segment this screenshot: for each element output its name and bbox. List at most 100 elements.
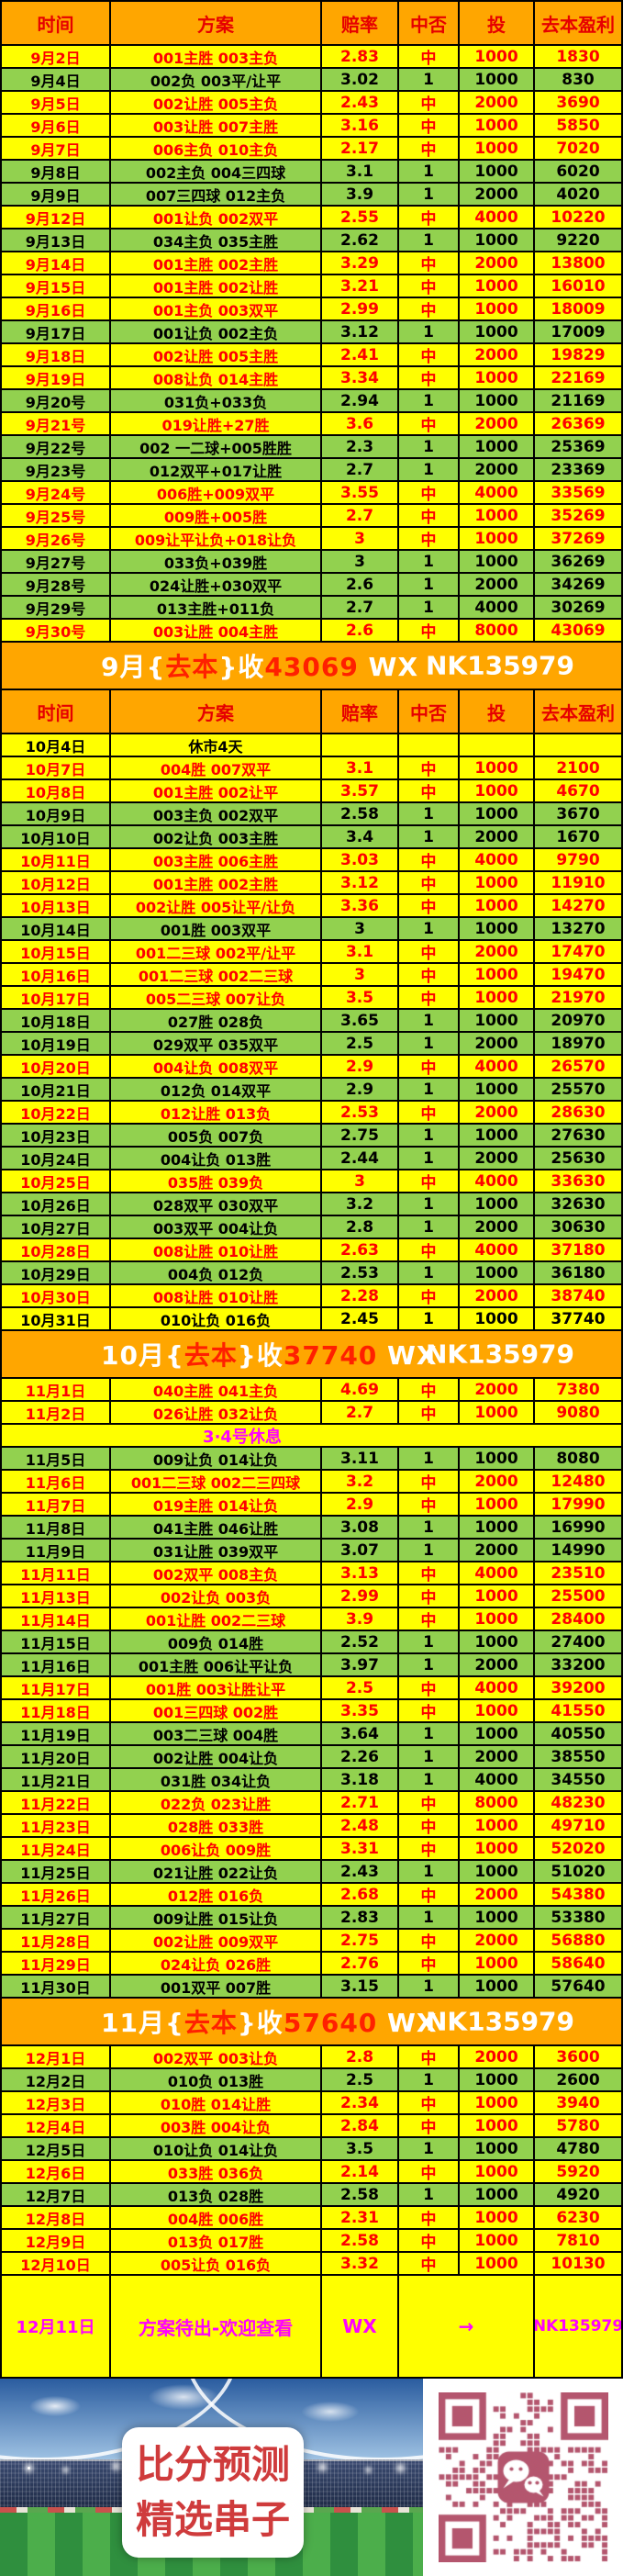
hit-cell: 1 — [399, 1746, 460, 1767]
table-row: 11月30日 001双平 007胜 3.15 1 1000 57640 — [2, 1976, 621, 1999]
odds-cell: 2.9 — [322, 1494, 399, 1515]
date-cell: 12月2日 — [2, 2069, 111, 2090]
odds-cell: 3.2 — [322, 1193, 399, 1215]
date-cell: 10月7日 — [2, 757, 111, 778]
plan-cell: 002让负 003主胜 — [111, 826, 322, 847]
table-row: 10月15日 001二三球 002平/让平 3.1 中 2000 17470 — [2, 941, 621, 964]
date-cell: 11月15日 — [2, 1631, 111, 1652]
hit-cell: 中 — [399, 2230, 460, 2251]
table-row: 9月13日 034主负 035主胜 2.62 1 1000 9220 — [2, 230, 621, 252]
date-cell: 10月19日 — [2, 1033, 111, 1054]
stake-cell: 1000 — [460, 161, 535, 182]
month-summary-text: 10月{去本}收37740 WX — [101, 1340, 438, 1371]
wechat-id: NK135979 — [426, 2006, 575, 2037]
profit-cell: 56880 — [551, 1931, 606, 1950]
stake-cell: 4000 — [460, 207, 535, 228]
stake-cell: 1000 — [460, 1907, 535, 1928]
table-row: 11月7日 019主胜 014让负 2.9 中 1000 17990 — [2, 1494, 621, 1517]
plan-cell: 002让胜 005让平/让负 — [111, 895, 322, 916]
stake-cell: 1000 — [460, 2184, 535, 2205]
floodlights — [28, 2467, 30, 2470]
hit-cell: 中 — [399, 367, 460, 388]
table-row: 11月25日 021让胜 022让负 2.43 1 1000 51020 — [2, 1861, 621, 1884]
stake-cell: 1000 — [460, 1976, 535, 1997]
stake-cell: 1000 — [460, 918, 535, 939]
date-cell: 10月25日 — [2, 1170, 111, 1192]
date-cell: 12月3日 — [2, 2092, 111, 2113]
table-row: 9月5日 002让胜 005主负 2.43 中 2000 3690 — [2, 92, 621, 115]
odds-cell: 2.48 — [322, 1815, 399, 1836]
stake-cell: 1000 — [460, 872, 535, 893]
table-row: 10月7日 004胜 007双平 3.1 中 1000 2100 — [2, 757, 621, 780]
odds-cell: 3.03 — [322, 849, 399, 870]
plan-cell: 031胜 034让负 — [111, 1769, 322, 1790]
odds-cell: 3.12 — [322, 321, 399, 342]
hit-cell: 1 — [399, 551, 460, 572]
stake-cell: 4000 — [460, 482, 535, 503]
profit-cell: 5920 — [556, 2162, 600, 2181]
plan-cell: 013主胜+011负 — [111, 597, 322, 618]
date-cell: 9月30号 — [2, 620, 111, 641]
stake-cell: 1000 — [460, 1125, 535, 1146]
plan-cell: 002 一二球+005胜胜 — [111, 436, 322, 457]
hit-cell: 1 — [399, 1033, 460, 1054]
header-cell: 投 — [460, 2, 535, 44]
stake-cell: 1000 — [460, 1010, 535, 1031]
odds-cell: 3 — [322, 551, 399, 572]
profit-cell: 16990 — [551, 1518, 606, 1537]
stake-cell: 2000 — [460, 1285, 535, 1306]
table-row: 10月30日 008让胜 010让胜 2.28 中 2000 38740 — [2, 1285, 621, 1308]
odds-cell: 2.55 — [322, 207, 399, 228]
stake-cell: 2000 — [460, 459, 535, 480]
table-row: 11月11日 002双平 008主负 3.13 中 4000 23510 — [2, 1562, 621, 1585]
date-cell: 10月28日 — [2, 1239, 111, 1260]
stake-cell: 1000 — [460, 505, 535, 526]
odds-cell: 3.35 — [322, 1700, 399, 1721]
hit-cell: 1 — [399, 1125, 460, 1146]
profit-cell: 20970 — [551, 1011, 606, 1030]
plan-cell: 010负 013胜 — [111, 2069, 322, 2090]
hit-cell: 1 — [399, 1769, 460, 1790]
odds-cell: 3.18 — [322, 1769, 399, 1790]
hit-cell: 1 — [399, 2069, 460, 2090]
header-cell: 投 — [460, 690, 535, 733]
profit-cell: 38550 — [551, 1747, 606, 1766]
plan-cell: 001主胜 002让平 — [111, 780, 322, 801]
month-summary-row: 10月{去本}收37740 WX NK135979 — [2, 1331, 621, 1379]
hit-cell: 1 — [399, 1654, 460, 1675]
profit-cell: 5850 — [556, 116, 600, 135]
stake-cell — [460, 734, 535, 756]
plan-cell: 001让负 002主负 — [111, 321, 322, 342]
hit-cell: 1 — [399, 2138, 460, 2159]
plan-cell: 002让胜 004让负 — [111, 1746, 322, 1767]
odds-cell: 2.99 — [322, 298, 399, 319]
table-row: 11月19日 003二三球 004胜 3.64 1 1000 40550 — [2, 1723, 621, 1746]
date-cell: 11月22日 — [2, 1792, 111, 1813]
hit-cell: 中 — [399, 941, 460, 962]
profit-cell: 1830 — [556, 47, 600, 66]
odds-cell: 3.29 — [322, 252, 399, 274]
profit-cell: 7380 — [556, 1380, 600, 1399]
odds-cell: 2.68 — [322, 1884, 399, 1905]
odds-cell: 3.5 — [322, 987, 399, 1008]
hit-cell: 1 — [399, 1540, 460, 1561]
plan-cell: 010胜 014让胜 — [111, 2092, 322, 2113]
profit-cell: 21970 — [551, 988, 606, 1007]
profit-cell: 25570 — [551, 1080, 606, 1099]
plan-cell: 026让胜 032让负 — [111, 1402, 322, 1423]
odds-cell: 2.34 — [322, 2092, 399, 2113]
plan-cell: 010让负 016负 — [111, 1308, 322, 1329]
odds-cell: 2.5 — [322, 1033, 399, 1054]
stake-cell: 1000 — [460, 1494, 535, 1515]
stake-cell: 1000 — [460, 2069, 535, 2090]
date-cell: 11月18日 — [2, 1700, 111, 1721]
odds-cell: 3.55 — [322, 482, 399, 503]
stake-cell: 8000 — [460, 620, 535, 641]
profit-cell: 10220 — [551, 207, 606, 227]
odds-cell: 2.62 — [322, 230, 399, 251]
stake-cell: 2000 — [460, 252, 535, 274]
profit-cell: 13800 — [551, 253, 606, 273]
table-row: 9月15日 001主胜 002让胜 3.21 中 1000 16010 — [2, 275, 621, 298]
record-table: 时间 方案 赔率 中否投去本盈利 9月2日 001主胜 003主负 2.83 中 1000 183… — [0, 0, 623, 2379]
odds-cell: 2.5 — [322, 2069, 399, 2090]
